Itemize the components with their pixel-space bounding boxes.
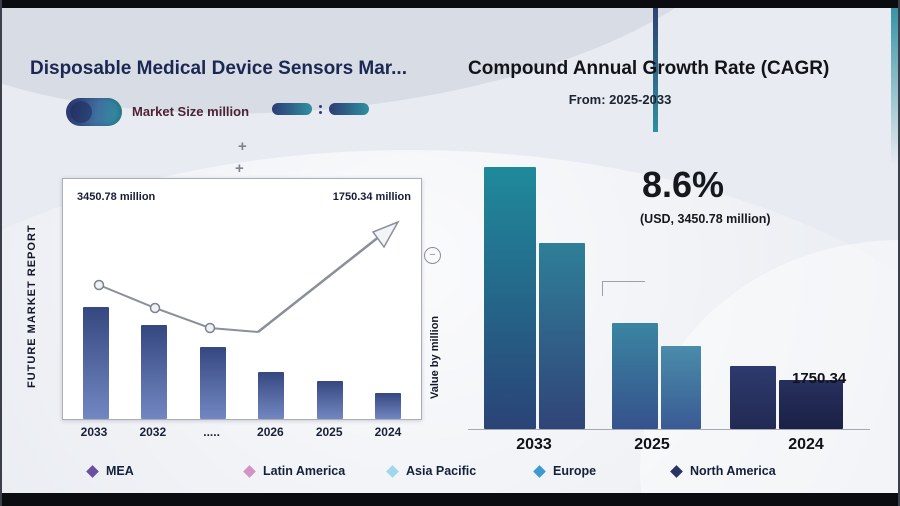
legend-diamond-icon — [243, 464, 256, 478]
cagr-bar — [539, 243, 585, 429]
legend-diamond-icon — [386, 464, 399, 478]
x-axis-label: 2033 — [516, 436, 552, 453]
cagr-bar — [779, 380, 843, 429]
callout-bracket — [602, 281, 645, 296]
x-axis-label: 2024 — [374, 425, 402, 439]
market-size-bar-2033 — [83, 307, 109, 419]
x-axis-label: 2025 — [315, 425, 343, 439]
cagr-bar-cluster-2025 — [612, 323, 701, 429]
bar-column — [79, 307, 113, 419]
bar-column — [254, 372, 288, 419]
divider-accent-line — [653, 0, 658, 132]
right-chart-title: Compound Annual Growth Rate (CAGR) — [468, 58, 830, 79]
right-frame-edge — [898, 0, 900, 506]
x-axis-label: 2025 — [634, 436, 670, 453]
x-axis-label: 2032 — [139, 425, 167, 439]
plus-mark-icon: + — [235, 160, 244, 177]
top-frame-bar — [0, 0, 900, 8]
legend-diamond-icon — [533, 464, 546, 478]
legend-label: Latin America — [263, 464, 346, 478]
right-chart-subtitle: From: 2025-2033 — [568, 92, 672, 107]
left-x-axis-labels: 2033 2032..... 2026 2025 2024 — [62, 425, 420, 439]
legend-item-europe: Europe — [533, 464, 597, 478]
bar-column — [313, 381, 347, 419]
cagr-bar — [612, 323, 658, 429]
market-size-bar-..... — [199, 347, 226, 419]
right-edge-accent — [891, 0, 900, 165]
chart-value-annotation-right: 1750.34 million — [332, 191, 411, 203]
legend-label: MEA — [106, 464, 134, 478]
cagr-bar — [730, 366, 776, 429]
market-size-bar-2025 — [316, 381, 343, 419]
gradient-pill-icon — [329, 103, 369, 115]
market-size-bar-2026 — [258, 372, 285, 419]
bar-column — [137, 325, 171, 419]
legend-label: North America — [690, 464, 776, 478]
bar-column — [196, 347, 230, 419]
end-value-label: 1750.34 — [792, 370, 847, 387]
bottom-frame-bar — [0, 493, 900, 506]
legend-item-mea: MEA — [86, 464, 134, 478]
x-axis-label: ..... — [203, 425, 220, 439]
legend-item-latin-america: Latin America — [243, 464, 346, 478]
cagr-bar-cluster-2024 — [730, 366, 843, 429]
left-chart-title: Disposable Medical Device Sensors Mar... — [30, 58, 407, 79]
market-size-chart-panel: 3450.78 million 1750.34 million — [62, 178, 422, 420]
legend-label: Asia Pacific — [406, 464, 477, 478]
bar-column — [371, 393, 405, 419]
future-market-report-label: FUTURE MARKET REPORT — [26, 224, 38, 388]
left-frame-edge — [0, 0, 2, 506]
gradient-pill-icon — [272, 103, 312, 115]
x-axis-label: 2033 — [80, 425, 108, 439]
value-axis-label: Value by million — [429, 315, 441, 399]
legend-diamond-icon — [670, 464, 683, 478]
market-size-bar-2024 — [374, 393, 401, 419]
market-size-bars — [63, 307, 421, 419]
x-axis-label: 2024 — [788, 436, 824, 453]
legend-label: Europe — [553, 464, 597, 478]
market-size-bar-2032 — [141, 325, 168, 419]
x-axis-label: 2026 — [257, 425, 284, 439]
minus-circle-icon: − — [424, 247, 441, 264]
cagr-bar — [484, 167, 536, 429]
cagr-bar-cluster-2033 — [484, 167, 585, 429]
chart-value-annotation-left: 3450.78 million — [77, 191, 156, 203]
legend-diamond-icon — [86, 464, 99, 478]
cagr-note: (USD, 3450.78 million) — [640, 212, 771, 226]
legend-item-north-america: North America — [670, 464, 776, 478]
right-chart-baseline — [468, 429, 870, 430]
cagr-bar — [661, 346, 701, 429]
plus-mark-icon: + — [238, 138, 247, 155]
market-size-legend-icon — [66, 98, 122, 126]
market-size-legend-label: Market Size million — [132, 104, 250, 119]
legend-item-asia-pacific: Asia Pacific — [386, 464, 477, 478]
cagr-value: 8.6% — [642, 164, 725, 205]
colon-dots-icon — [319, 104, 322, 114]
gradient-pills-icon — [272, 103, 369, 115]
